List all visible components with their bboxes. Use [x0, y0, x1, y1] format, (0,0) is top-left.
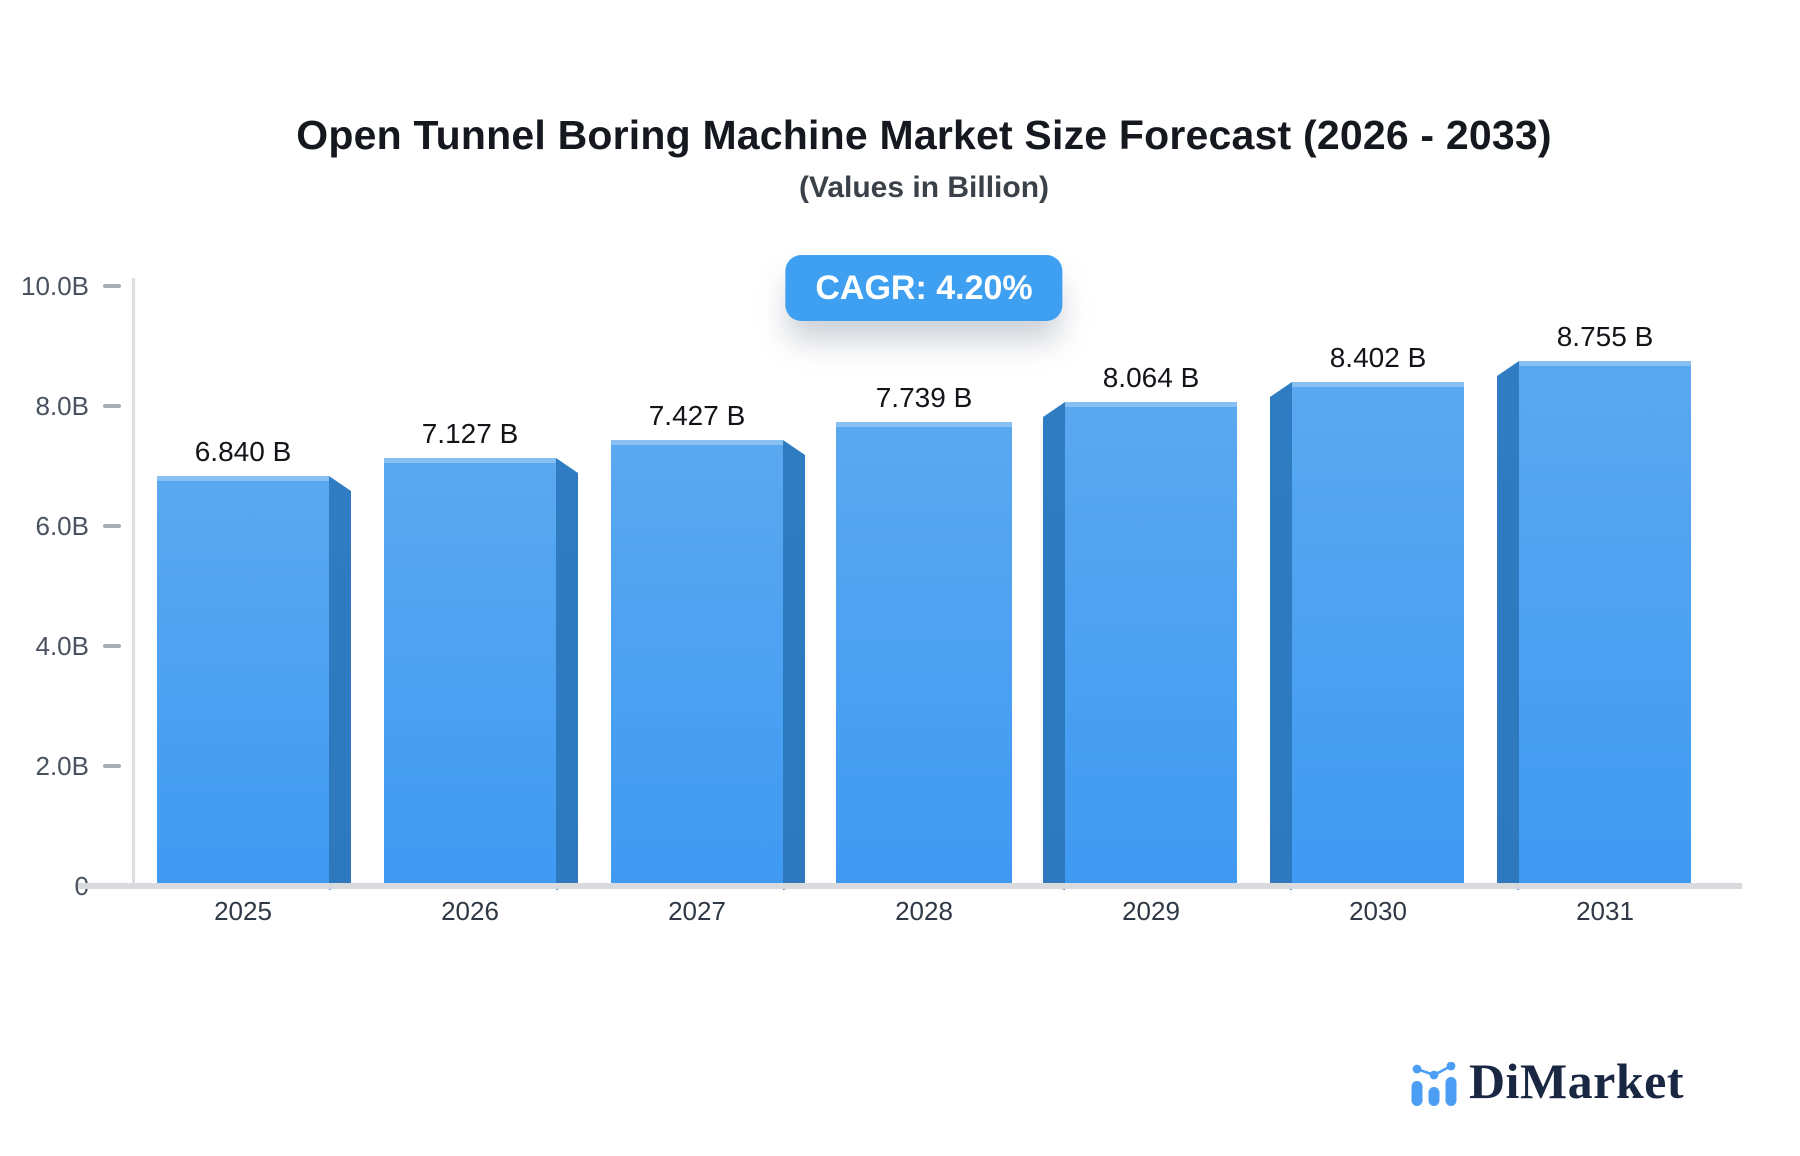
bar — [1519, 361, 1691, 886]
x-axis-label: 2026 — [441, 896, 499, 926]
bar-side-face — [1270, 382, 1292, 890]
bar — [157, 476, 329, 886]
bar — [1065, 402, 1237, 886]
y-tick: 4.0B — [0, 631, 121, 661]
bar-side-face — [783, 440, 805, 890]
bar-side-face — [1043, 402, 1065, 890]
bar-value-label: 8.402 B — [1329, 342, 1427, 373]
cagr-badge: CAGR: 4.20% — [785, 255, 1063, 321]
bar-value-label: 7.739 B — [875, 382, 973, 413]
x-axis-label: 2027 — [668, 896, 726, 926]
bar-value-label: 8.064 B — [1102, 362, 1200, 393]
bar-front-face — [157, 476, 329, 886]
bar-value-label: 7.127 B — [421, 418, 519, 449]
bar — [836, 422, 1012, 886]
y-tick: 8.0B — [0, 391, 121, 421]
x-axis-label: 2025 — [214, 896, 272, 926]
y-tick-dash — [103, 524, 121, 528]
y-tick: 6.0B — [0, 511, 121, 541]
y-tick-dash — [103, 764, 121, 768]
x-axis-label: 2030 — [1349, 896, 1407, 926]
bar-front-face — [1519, 361, 1691, 886]
chart-subtitle: (Values in Billion) — [798, 171, 1050, 204]
y-tick-label: 2.0B — [35, 750, 90, 781]
x-axis-baseline — [78, 883, 1742, 889]
brand-logo: DiMarket — [1411, 1056, 1684, 1106]
y-tick-label: 10.0B — [21, 270, 89, 301]
chart-title: Open Tunnel Boring Machine Market Size F… — [296, 112, 1552, 158]
x-axis-label: 2031 — [1576, 896, 1634, 926]
y-tick-label: 4.0B — [35, 630, 90, 661]
y-axis-line — [132, 278, 135, 886]
y-tick-dash — [103, 284, 121, 288]
bar — [384, 458, 556, 886]
bar — [611, 440, 783, 886]
x-axis-label: 2028 — [895, 896, 953, 926]
bar-side-face — [556, 458, 578, 890]
bar-side-face — [1497, 361, 1519, 890]
bar-value-label: 8.755 B — [1556, 321, 1654, 352]
y-tick: 10.0B — [0, 271, 121, 301]
bar-side-face — [329, 476, 351, 890]
bar-front-face — [836, 422, 1012, 886]
bar — [1292, 382, 1464, 886]
y-tick-dash — [103, 404, 121, 408]
y-tick: 2.0B — [0, 751, 121, 781]
bar-value-label: 7.427 B — [648, 400, 746, 431]
bar-front-face — [384, 458, 556, 886]
bar-value-label: 6.840 B — [194, 436, 292, 467]
x-axis-label: 2029 — [1122, 896, 1180, 926]
bar-front-face — [1065, 402, 1237, 886]
bar-front-face — [611, 440, 783, 886]
y-tick-label: 8.0B — [35, 390, 90, 421]
y-tick-dash — [103, 644, 121, 648]
brand-logo-text: DiMarket — [1468, 1053, 1684, 1109]
y-tick-label: 6.0B — [35, 510, 90, 541]
brand-logo-icon — [1411, 1062, 1457, 1106]
bar-front-face — [1292, 382, 1464, 886]
